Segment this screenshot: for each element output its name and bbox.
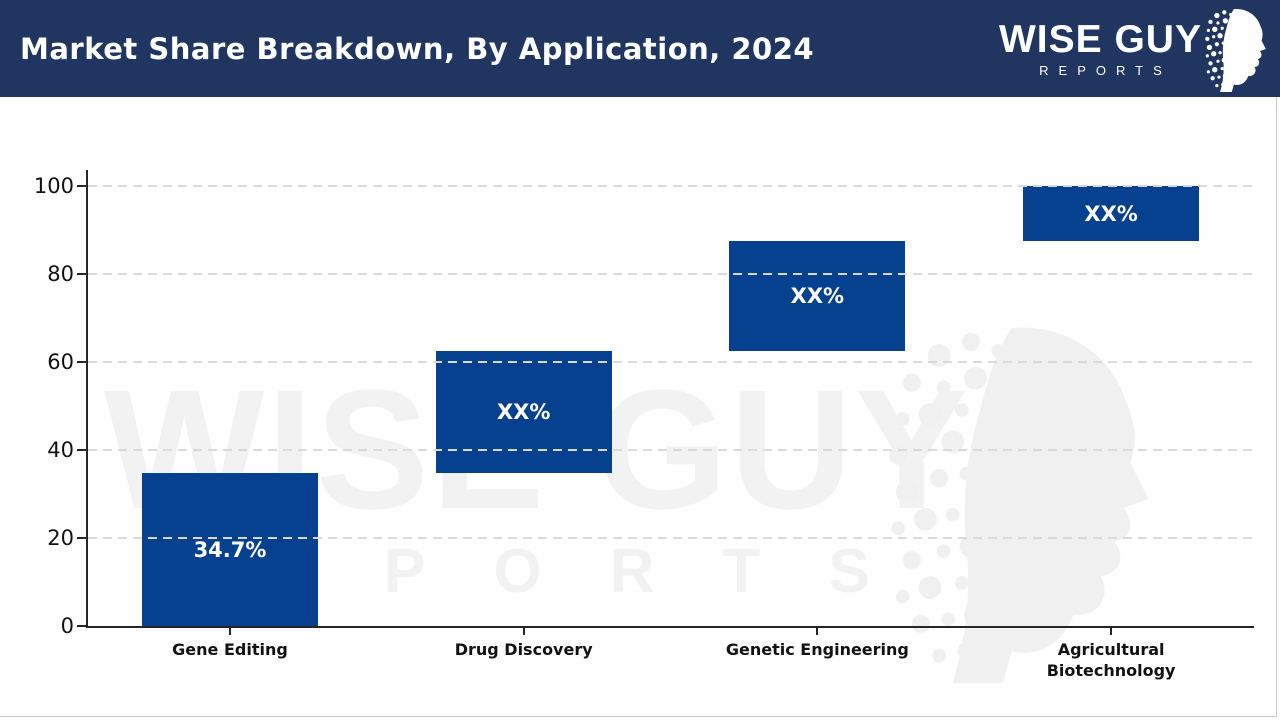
watermark-face-icon [889, 327, 1149, 683]
brand-subtitle: REPORTS [1039, 63, 1172, 78]
x-tick-mark-drug-discovery [522, 628, 525, 635]
bar-gene-editing [142, 473, 318, 626]
x-axis-label-agricultural-biotechnology: Agricultural Biotechnology [1046, 640, 1176, 680]
x-tick-mark-gene-editing [229, 628, 231, 635]
x-tick-mark-agricultural-biotechnology [1110, 628, 1113, 635]
bar-value-label-agricultural-biotechnology: XX% [1084, 201, 1138, 226]
brand-name: WISE GUY [998, 18, 1202, 61]
bar-agricultural-biotechnology [1023, 186, 1200, 241]
bar-value-label-drug-discovery: XX% [496, 400, 551, 425]
y-tick-label-0: 0 [60, 614, 74, 638]
x-tick-mark-genetic-engineering [816, 628, 819, 635]
y-tick-mark-80 [77, 273, 86, 275]
gridline-60 [88, 361, 1253, 363]
header: Market Share Breakdown, By Application, … [0, 0, 1280, 97]
y-tick-mark-60 [77, 361, 86, 363]
y-tick-label-20: 20 [47, 526, 74, 550]
bar-drug-discovery [435, 351, 612, 474]
brand-logo-text: WISE GUY REPORTS [999, 20, 1202, 78]
y-tick-label-60: 60 [47, 350, 74, 374]
y-tick-mark-100 [77, 185, 86, 187]
x-axis-label-genetic-engineering: Genetic Engineering [725, 640, 909, 659]
brand-logo: WISE GUY REPORTS [999, 6, 1268, 92]
gridline-80 [88, 273, 1253, 275]
y-tick-mark-40 [77, 449, 86, 451]
bar-value-label-gene-editing: 34.7% [193, 537, 267, 562]
y-tick-label-40: 40 [47, 438, 74, 462]
page-title: Market Share Breakdown, By Application, … [20, 31, 815, 66]
y-tick-label-100: 100 [33, 174, 74, 198]
y-tick-mark-0 [77, 625, 86, 627]
bar-genetic-engineering [729, 241, 906, 351]
y-axis [86, 170, 88, 628]
brand-face-icon [1205, 8, 1266, 92]
gridline-40 [88, 449, 1253, 451]
gridline-100 [88, 185, 1253, 187]
x-axis [86, 626, 1254, 628]
bar-value-label-genetic-engineering: XX% [790, 284, 845, 308]
x-axis-label-gene-editing: Gene Editing [172, 640, 288, 659]
x-axis-label-drug-discovery: Drug Discovery [454, 640, 593, 659]
gridline-20 [88, 537, 1253, 539]
y-tick-mark-20 [77, 537, 86, 539]
y-tick-label-80: 80 [47, 262, 74, 286]
